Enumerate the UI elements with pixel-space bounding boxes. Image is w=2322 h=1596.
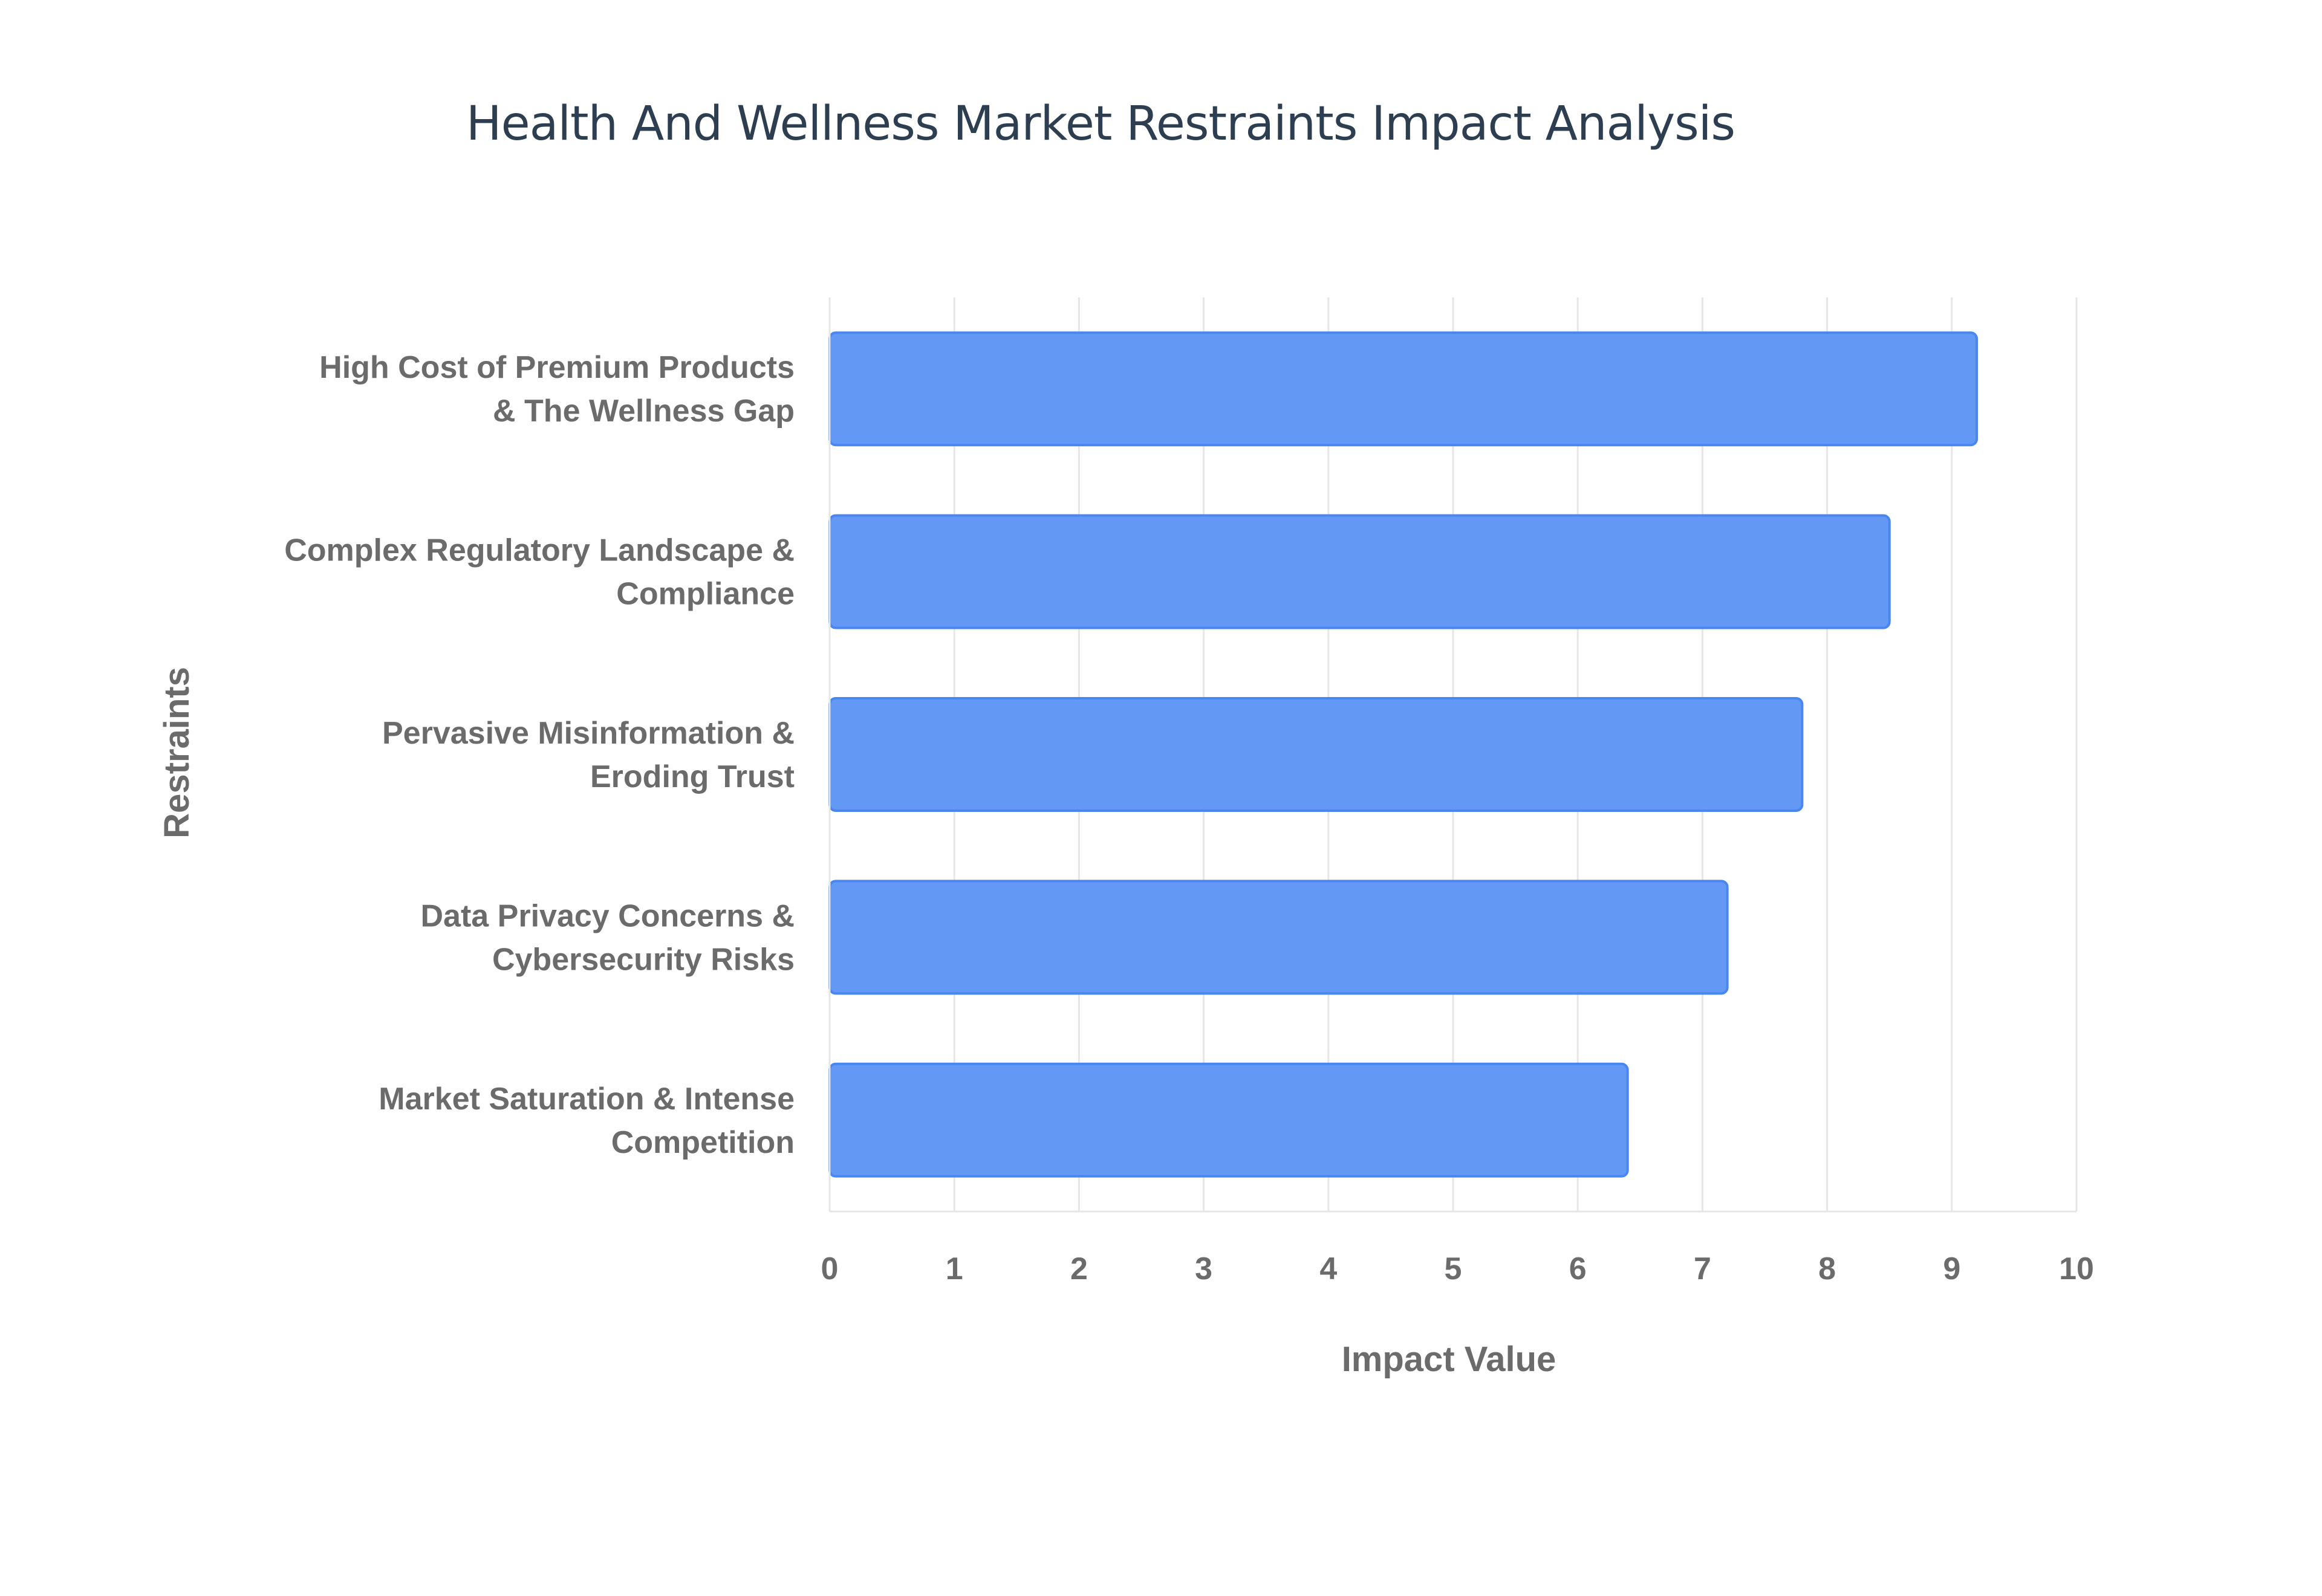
bar-0 xyxy=(828,331,1979,447)
x-tick-label: 10 xyxy=(2059,1251,2094,1286)
x-tick-label: 4 xyxy=(1319,1251,1337,1286)
y-tick-label: Complex Regulatory Landscape & Compliance xyxy=(284,533,795,612)
bar-1 xyxy=(828,514,1891,629)
y-tick-label: Pervasive Misinformation & Eroding Trust xyxy=(382,716,795,794)
x-tick-label: 3 xyxy=(1195,1251,1212,1286)
x-tick-label: 2 xyxy=(1070,1251,1088,1286)
x-tick-label: 1 xyxy=(946,1251,963,1286)
bar-2 xyxy=(828,697,1804,812)
x-tick-label: 8 xyxy=(1818,1251,1836,1286)
bar-3 xyxy=(828,880,1729,995)
y-tick-label: Market Saturation & Intense Competition xyxy=(379,1082,795,1160)
x-tick-label: 9 xyxy=(1943,1251,1960,1286)
y-axis-title: Restraints xyxy=(157,667,197,839)
x-tick-label: 0 xyxy=(821,1251,839,1286)
axis-layer: 0 1 2 3 4 5 6 7 8 9 10 High Cost of Premium Product… xyxy=(284,297,2094,1286)
y-tick-label: High Cost of Premium Products & The Welln… xyxy=(319,350,795,429)
x-axis-title: Impact Value xyxy=(1342,1340,1556,1379)
x-tick-label: 7 xyxy=(1694,1251,1711,1286)
bar-layer xyxy=(828,331,1979,1178)
chart-title: Health And Wellness Market Restraints Im… xyxy=(466,97,1735,151)
x-tick-label: 5 xyxy=(1445,1251,1462,1286)
x-tick-label: 6 xyxy=(1569,1251,1587,1286)
y-tick-label: Data Privacy Concerns & Cybersecurity Ris… xyxy=(421,898,795,977)
bar-4 xyxy=(828,1062,1629,1178)
